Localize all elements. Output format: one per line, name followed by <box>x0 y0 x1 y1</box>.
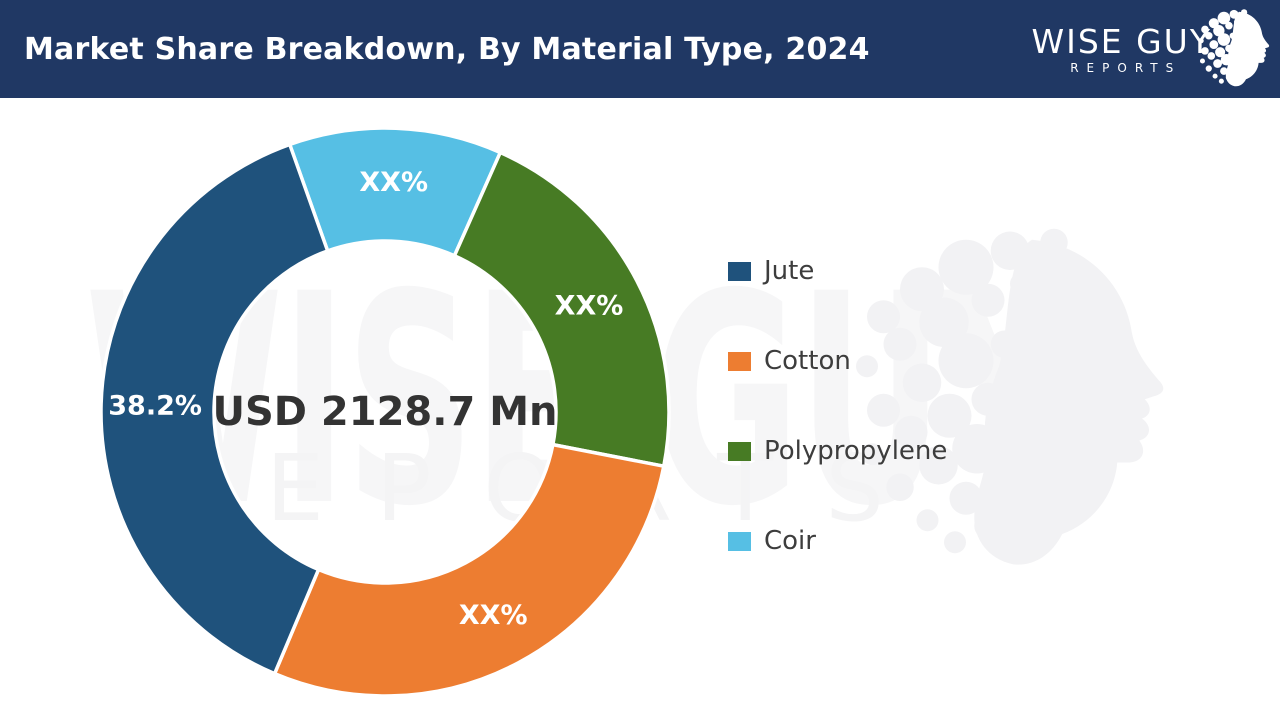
legend-label: Cotton <box>764 346 851 376</box>
legend-item-jute: Jute <box>728 256 947 286</box>
logo-wordmark: WISE GUY REPORTS <box>1031 25 1212 74</box>
header: Market Share Breakdown, By Material Type… <box>0 0 1280 98</box>
donut-chart: XX% XX% XX% 38.2% <box>99 126 671 698</box>
legend-label: Polypropylene <box>764 436 948 466</box>
legend-swatch-cotton <box>728 351 751 371</box>
legend-item-coir: Coir <box>728 526 947 556</box>
segment-label-cotton: XX% <box>459 600 528 631</box>
legend-swatch-coir <box>728 531 751 551</box>
legend-swatch-jute <box>728 261 751 281</box>
donut-segment-cotton <box>272 442 666 698</box>
segment-label-polypropylene: XX% <box>555 291 624 322</box>
logo-text-reports: REPORTS <box>1070 60 1182 75</box>
logo-text-wiseguy: WISE GUY <box>1031 21 1212 61</box>
legend-item-polypropylene: Polypropylene <box>728 436 947 466</box>
donut-segment-polypropylene <box>452 150 671 468</box>
segment-label-jute: 38.2% <box>108 390 202 421</box>
legend-label: Coir <box>764 526 816 556</box>
page-title: Market Share Breakdown, By Material Type… <box>24 31 870 67</box>
legend-label: Jute <box>764 256 815 286</box>
donut-center-value: USD 2128.7 Mn <box>212 389 558 435</box>
legend: Jute Cotton Polypropylene Coir <box>728 256 947 616</box>
segment-label-coir: XX% <box>359 167 428 198</box>
chart-area: WISE GUY REPORTS XX%XX%XX%38.2% USD 2128… <box>0 98 1280 720</box>
donut-segment-jute <box>99 142 330 676</box>
legend-swatch-polypropylene <box>728 441 751 461</box>
wise-guy-logo: WISE GUY REPORTS <box>1031 0 1272 98</box>
legend-item-cotton: Cotton <box>728 346 947 376</box>
